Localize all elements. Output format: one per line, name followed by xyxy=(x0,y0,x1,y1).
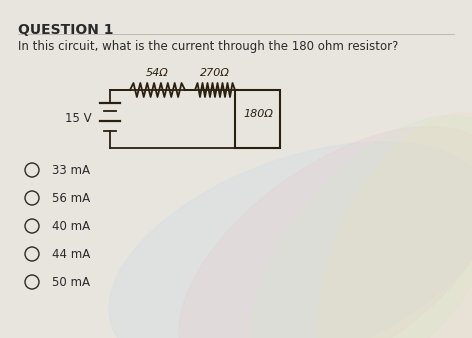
Text: In this circuit, what is the current through the 180 ohm resistor?: In this circuit, what is the current thr… xyxy=(18,40,398,53)
Ellipse shape xyxy=(319,113,472,338)
Text: 270Ω: 270Ω xyxy=(200,68,230,78)
Bar xyxy=(235,90,280,148)
Text: 44 mA: 44 mA xyxy=(52,247,90,261)
Ellipse shape xyxy=(109,142,472,338)
Text: 50 mA: 50 mA xyxy=(52,275,90,289)
Text: 54Ω: 54Ω xyxy=(146,68,169,78)
Text: 40 mA: 40 mA xyxy=(52,219,90,233)
Text: 15 V: 15 V xyxy=(66,113,92,125)
Text: 56 mA: 56 mA xyxy=(52,192,90,204)
Text: 33 mA: 33 mA xyxy=(52,164,90,176)
Ellipse shape xyxy=(179,126,472,338)
Text: QUESTION 1: QUESTION 1 xyxy=(18,23,113,37)
Text: 180Ω: 180Ω xyxy=(243,109,273,119)
Ellipse shape xyxy=(251,116,472,338)
